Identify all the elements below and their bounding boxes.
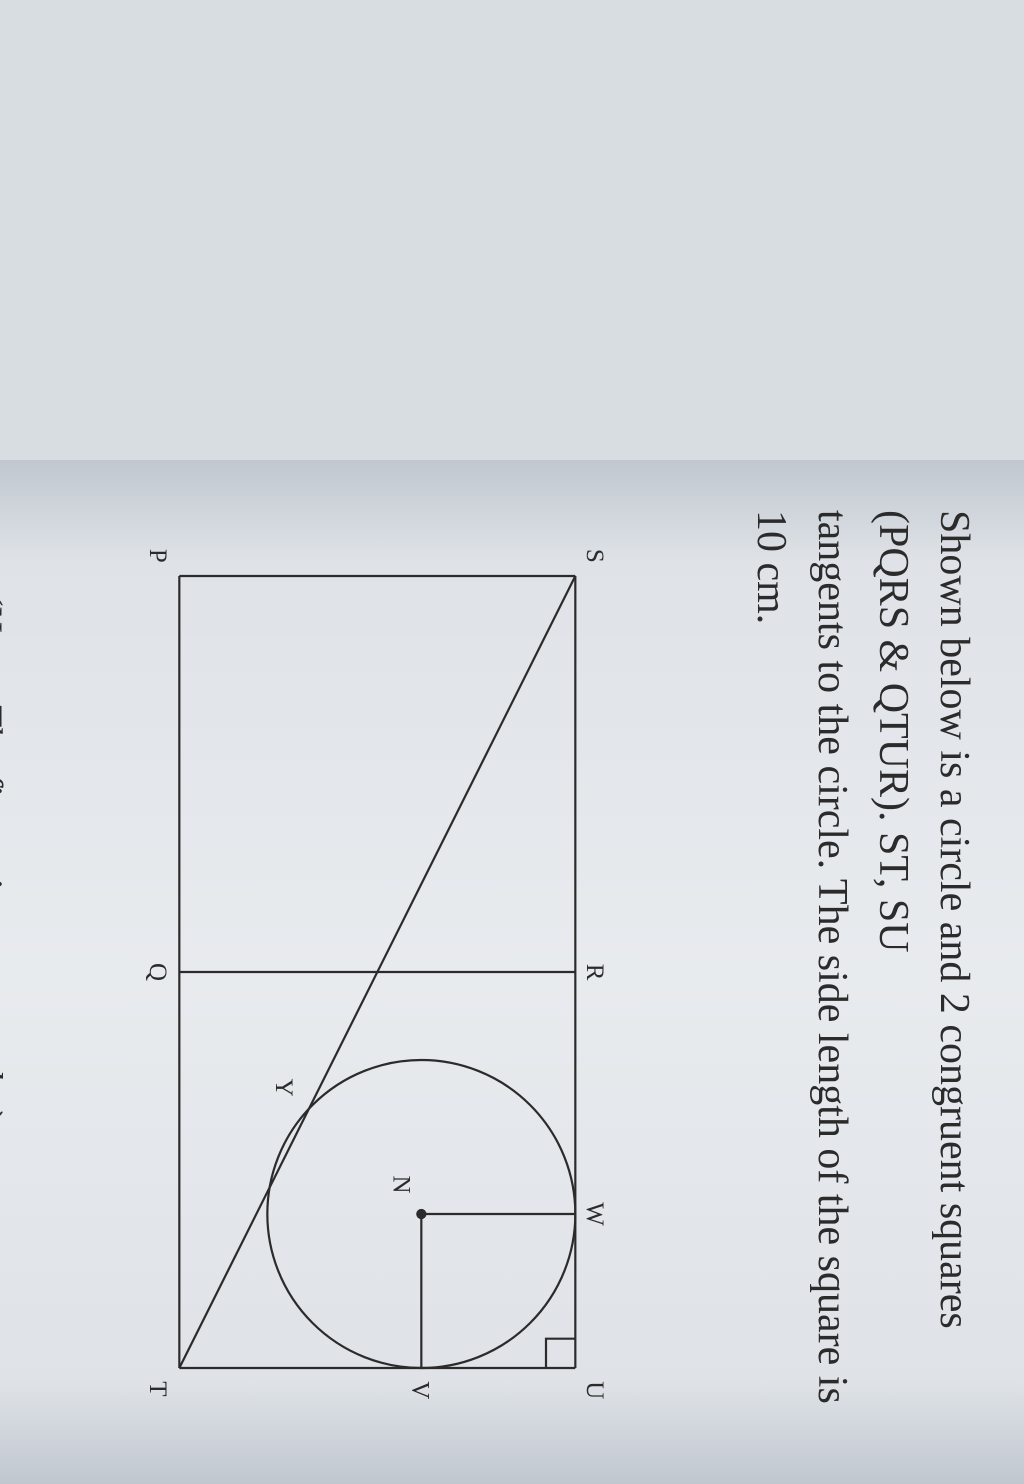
svg-text:Y: Y: [271, 1079, 298, 1097]
problem-line-1: Shown below is a circle and 2 congruent …: [870, 510, 977, 1329]
figure-container: S R U W P Q T V N Y: [30, 510, 710, 1434]
svg-text:S: S: [582, 549, 609, 563]
svg-text:W: W: [582, 1202, 609, 1226]
problem-statement: Shown below is a circle and 2 congruent …: [740, 510, 984, 1434]
problem-line-2: tangents to the circle. The side length …: [748, 510, 855, 1404]
svg-text:Q: Q: [144, 963, 171, 981]
figure-note: (Note: The figure is not to scale.): [0, 590, 12, 1434]
svg-text:R: R: [582, 964, 609, 981]
document-page: Shown below is a circle and 2 congruent …: [0, 460, 1024, 1484]
svg-text:P: P: [144, 549, 171, 563]
svg-text:V: V: [407, 1381, 434, 1399]
geometry-diagram: S R U W P Q T V N Y: [30, 510, 710, 1434]
svg-text:N: N: [388, 1175, 415, 1193]
svg-text:T: T: [144, 1381, 171, 1396]
svg-text:U: U: [582, 1381, 609, 1399]
